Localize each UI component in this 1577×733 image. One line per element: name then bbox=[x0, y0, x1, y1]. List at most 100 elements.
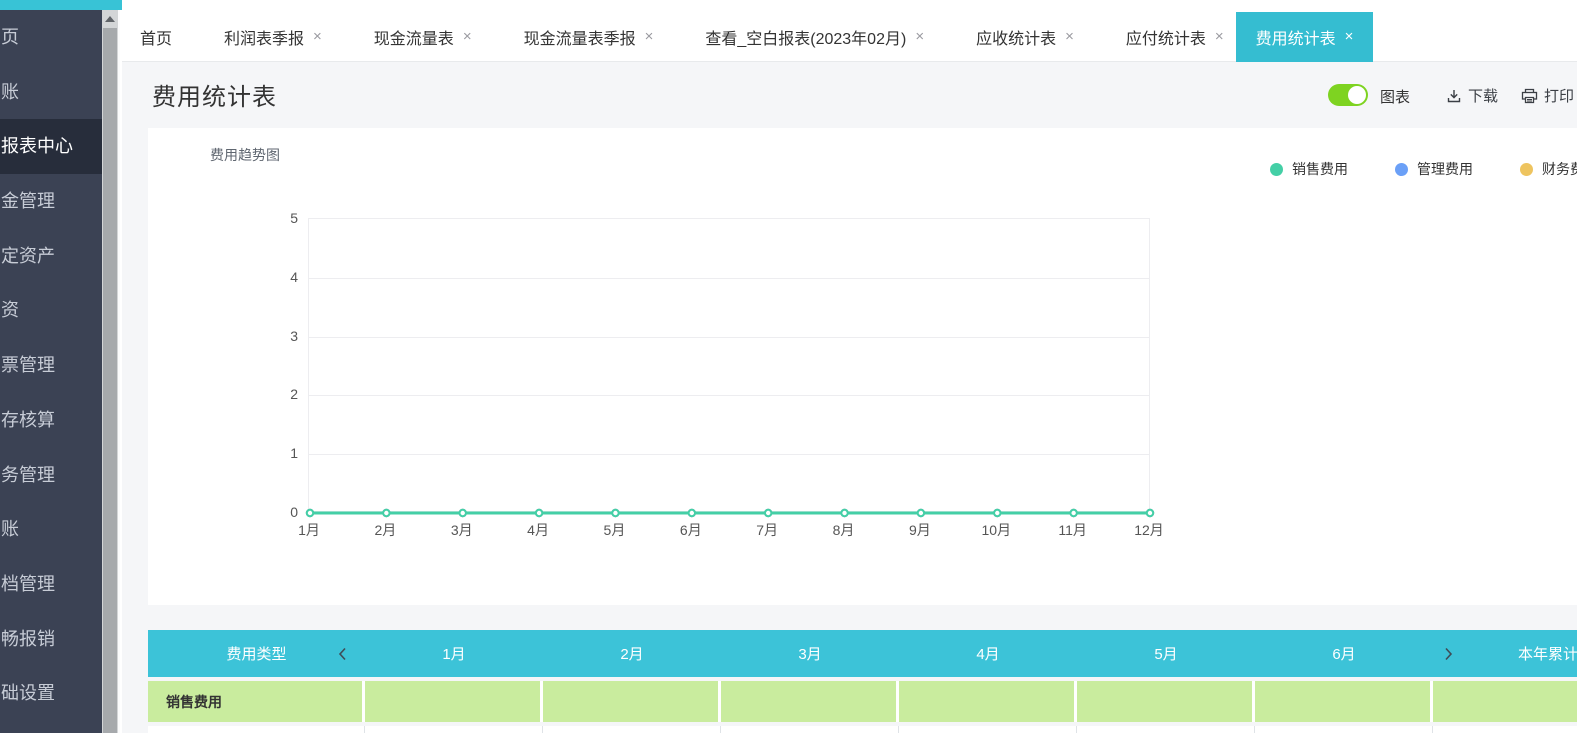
data-point-marker[interactable] bbox=[763, 508, 773, 518]
data-point-marker[interactable] bbox=[916, 508, 926, 518]
next-months-icon[interactable] bbox=[1444, 647, 1453, 661]
tab-close-icon[interactable]: × bbox=[1344, 28, 1354, 45]
tab-bar: 首页 利润表季报 × 现金流量表 × 现金流量表季报 × 查看_空白报表(2023年02月) ×… bbox=[122, 0, 1577, 62]
table-body: 销售费用 bbox=[148, 681, 1577, 733]
chart-toggle-label: 图表 bbox=[1380, 89, 1411, 106]
sidebar-item[interactable]: 票管理 bbox=[1, 355, 55, 376]
header-next-cell bbox=[1433, 630, 1463, 677]
tab-close-icon[interactable]: × bbox=[644, 28, 654, 45]
print-label: 打印 bbox=[1544, 88, 1575, 105]
sidebar-item[interactable]: 定资产 bbox=[1, 245, 55, 266]
y-tick-label: 0 bbox=[290, 504, 298, 520]
tab[interactable]: 现金流量表 × bbox=[374, 25, 472, 49]
tab-label: 现金流量表 bbox=[373, 30, 454, 48]
tab-close-icon[interactable]: × bbox=[313, 28, 322, 45]
table-header-row: 费用类型 1月 2月 3月 4月 5月 6月 本年累计 bbox=[148, 630, 1577, 677]
tab-close-icon[interactable]: × bbox=[1065, 28, 1074, 45]
row-chev-spacer bbox=[1433, 726, 1463, 733]
gridline bbox=[309, 277, 1149, 279]
row-month-value bbox=[1077, 681, 1255, 722]
data-point-marker[interactable] bbox=[840, 508, 849, 518]
data-point-marker[interactable] bbox=[611, 508, 620, 518]
row-month-value bbox=[721, 726, 899, 733]
legend-item[interactable]: 管理费用 bbox=[1395, 159, 1473, 179]
legend-label: 财务费用 bbox=[1542, 161, 1577, 177]
data-point-marker[interactable] bbox=[534, 508, 544, 518]
x-tick-label: 9月 bbox=[909, 522, 931, 538]
sidebar-item[interactable]: 账 bbox=[1, 519, 19, 540]
data-point-marker[interactable] bbox=[1145, 508, 1155, 518]
sidebar-item[interactable]: 金管理 bbox=[1, 191, 55, 212]
title-bar: 费用统计表 图表 下载 打印 bbox=[122, 62, 1577, 128]
tab[interactable]: 首页 bbox=[140, 25, 172, 49]
tab[interactable]: 应付统计表 × bbox=[1126, 25, 1224, 49]
header-month[interactable]: 4月 bbox=[976, 646, 1000, 663]
sidebar-item[interactable]: 资 bbox=[1, 300, 19, 321]
sidebar-item[interactable]: 务管理 bbox=[1, 464, 55, 485]
tab-close-icon[interactable]: × bbox=[1214, 28, 1224, 45]
table-row-partial[interactable] bbox=[148, 726, 1577, 733]
tab-label: 应付统计表 bbox=[1125, 30, 1206, 48]
scrollbar-thumb[interactable] bbox=[103, 28, 117, 733]
tab-close-icon[interactable]: × bbox=[915, 28, 925, 45]
sidebar-item[interactable]: 账 bbox=[1, 81, 19, 102]
header-month[interactable]: 1月 bbox=[442, 646, 466, 663]
tab[interactable]: 利润表季报 × bbox=[224, 25, 322, 49]
table-row[interactable]: 销售费用 bbox=[148, 681, 1577, 722]
gridline bbox=[309, 395, 1149, 397]
tab-label: 利润表季报 bbox=[224, 30, 305, 48]
legend-item[interactable]: 财务费用 bbox=[1520, 159, 1577, 179]
row-chev-spacer bbox=[1433, 681, 1463, 722]
sidebar-item[interactable]: 报表中心 bbox=[0, 119, 102, 175]
content-area: 费用统计表 图表 下载 打印 bbox=[122, 62, 1577, 733]
row-ytd-value bbox=[1463, 726, 1577, 733]
chart-title: 费用趋势图 bbox=[210, 147, 280, 163]
header-month[interactable]: 2月 bbox=[620, 646, 644, 663]
y-tick-label: 1 bbox=[290, 445, 298, 462]
tab[interactable]: 现金流量表季报 × bbox=[524, 25, 654, 49]
row-month-value bbox=[721, 681, 899, 722]
header-ytd: 本年累计 bbox=[1463, 630, 1577, 677]
sidebar-item[interactable]: 存核算 bbox=[1, 409, 55, 430]
header-ytd-label: 本年累计 bbox=[1517, 646, 1577, 663]
legend-item[interactable]: 销售费用 bbox=[1270, 159, 1348, 179]
chart-toggle-switch[interactable] bbox=[1328, 84, 1368, 106]
header-month[interactable]: 3月 bbox=[798, 646, 822, 663]
data-point-marker[interactable] bbox=[458, 508, 467, 518]
x-tick-label: 3月 bbox=[450, 522, 473, 538]
data-point-marker[interactable] bbox=[305, 508, 315, 518]
header-month[interactable]: 6月 bbox=[1332, 646, 1356, 663]
prev-months-icon[interactable] bbox=[338, 647, 347, 661]
x-tick-label: 5月 bbox=[603, 522, 626, 538]
print-icon bbox=[1521, 88, 1538, 103]
header-month[interactable]: 5月 bbox=[1154, 646, 1178, 663]
row-month-value bbox=[899, 681, 1077, 722]
y-tick-label: 2 bbox=[290, 386, 298, 403]
data-point-marker[interactable] bbox=[687, 508, 697, 518]
row-expense-type: 销售费用 bbox=[148, 681, 365, 722]
download-label: 下载 bbox=[1468, 88, 1499, 105]
gridline bbox=[309, 336, 1149, 338]
tab[interactable]: 应收统计表 × bbox=[976, 25, 1074, 49]
header-expense-type: 费用类型 bbox=[148, 630, 365, 677]
data-point-marker[interactable] bbox=[993, 508, 1002, 518]
print-button[interactable]: 打印 bbox=[1521, 85, 1574, 106]
plot-area bbox=[305, 218, 1155, 518]
tab[interactable]: 查看_空白报表(2023年02月) × bbox=[705, 25, 924, 49]
tab-active[interactable]: 费用统计表 × bbox=[1235, 11, 1374, 62]
download-icon bbox=[1447, 89, 1461, 102]
download-button[interactable]: 下载 bbox=[1446, 85, 1498, 106]
data-point-marker[interactable] bbox=[382, 508, 391, 518]
tab-close-icon[interactable]: × bbox=[462, 28, 472, 45]
sidebar-item[interactable]: 础设置 bbox=[1, 683, 55, 704]
chart-card: 费用趋势图 销售费用 管理费用 财务费用 0 1 2 3 4 5 1月 2月 3月 4月 5月 6月 7月… bbox=[148, 128, 1577, 605]
sidebar-top-accent bbox=[0, 0, 122, 10]
data-point-marker[interactable] bbox=[1069, 508, 1078, 518]
main-area: 首页 利润表季报 × 现金流量表 × 现金流量表季报 × 查看_空白报表(2023年02月) ×… bbox=[122, 0, 1577, 733]
sidebar-item[interactable]: 档管理 bbox=[1, 573, 55, 594]
tab-label: 首页 bbox=[140, 30, 173, 48]
sidebar-item[interactable]: 畅报销 bbox=[1, 628, 55, 649]
scrollbar-up-arrow-icon[interactable] bbox=[102, 10, 118, 28]
sidebar-scrollbar[interactable] bbox=[102, 10, 120, 733]
sidebar-item[interactable]: 页 bbox=[1, 27, 19, 47]
